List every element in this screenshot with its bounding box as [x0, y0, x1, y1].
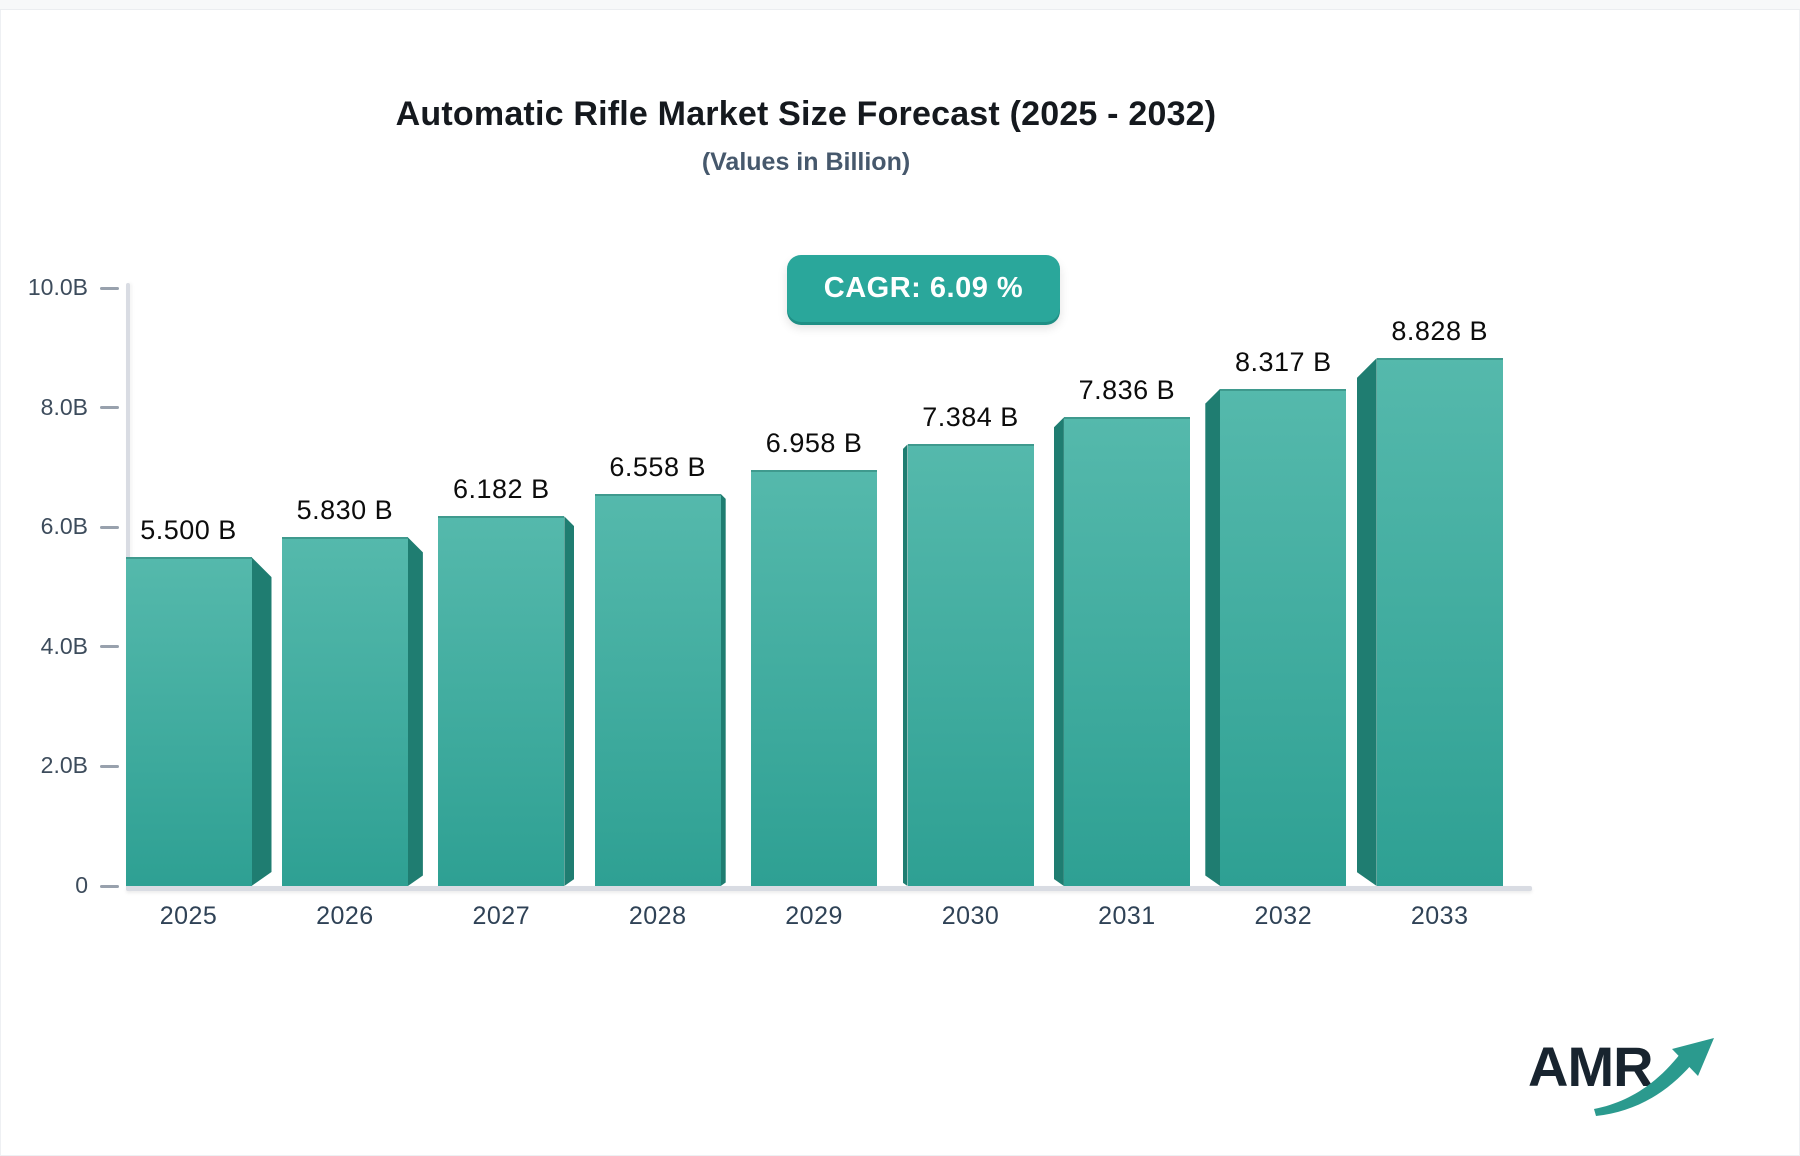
x-axis-category-label: 2030 — [941, 902, 1000, 930]
y-axis-tick-label: 8.0B — [40, 393, 88, 420]
amr-logo: AMR — [1528, 1032, 1728, 1122]
bar-side-2027 — [564, 516, 574, 886]
window-top-strip — [0, 0, 1800, 10]
y-axis-tick-mark — [100, 645, 119, 649]
bar-side-2030 — [903, 444, 908, 886]
amr-logo-text: AMR — [1528, 1035, 1654, 1098]
y-axis-tick-label: 6.0B — [40, 513, 88, 540]
bar-2030 — [907, 444, 1034, 886]
x-axis-line — [126, 886, 1532, 891]
bar-2033 — [1376, 358, 1503, 886]
x-axis-category-label: 2029 — [785, 902, 843, 930]
bar-2029 — [751, 469, 878, 886]
bar-value-label: 8.828 B — [1391, 316, 1488, 347]
y-axis-tick-label: 0 — [75, 872, 88, 898]
x-axis-category-label: 2026 — [316, 902, 374, 930]
bar-value-label: 6.558 B — [609, 451, 706, 482]
bar-2031 — [1063, 417, 1190, 886]
bar-2032 — [1220, 388, 1347, 886]
y-axis-tick-label: 4.0B — [40, 632, 88, 659]
x-axis-category-label: 2032 — [1254, 902, 1313, 930]
bar-2025 — [125, 557, 252, 886]
bar-value-label: 7.836 B — [1078, 375, 1176, 406]
y-axis-tick-mark — [100, 406, 119, 410]
x-axis-category-label: 2031 — [1098, 902, 1156, 930]
bar-side-2028 — [721, 494, 726, 886]
y-axis-tick-mark — [100, 764, 119, 768]
bar-2028 — [594, 493, 721, 886]
chart-subtitle: (Values in Billion) — [701, 148, 911, 176]
bar-value-label: 5.830 B — [296, 495, 394, 526]
bar-value-label: 5.500 B — [140, 515, 237, 546]
bar-value-label: 6.958 B — [765, 427, 863, 458]
x-axis-category-label: 2025 — [159, 902, 218, 930]
bar-2027 — [438, 516, 565, 886]
y-axis-tick-mark — [100, 525, 119, 529]
bar-side-2025 — [252, 557, 272, 886]
bar-value-label: 8.317 B — [1235, 346, 1332, 377]
x-axis-category-label: 2028 — [628, 902, 687, 930]
bar-side-2026 — [408, 537, 423, 886]
bar-value-label: 6.182 B — [453, 474, 550, 505]
x-axis-category-label: 2027 — [472, 902, 531, 930]
chart-title: Automatic Rifle Market Size Forecast (20… — [395, 95, 1217, 133]
bar-side-2032 — [1205, 389, 1220, 886]
y-axis-tick-mark — [100, 884, 119, 888]
x-axis-category-label: 2033 — [1410, 902, 1469, 930]
y-axis-tick-mark — [100, 286, 119, 290]
growth-arrow-icon — [1594, 1038, 1714, 1116]
bar-side-2033 — [1357, 358, 1377, 886]
bar-2026 — [281, 537, 408, 886]
y-axis-tick-label: 2.0B — [40, 752, 88, 779]
cagr-badge: CAGR: 6.09 % — [787, 255, 1060, 322]
bar-value-label: 7.384 B — [922, 402, 1019, 433]
bar-side-2031 — [1054, 417, 1064, 886]
y-axis-tick-label: 10.0B — [27, 274, 88, 300]
